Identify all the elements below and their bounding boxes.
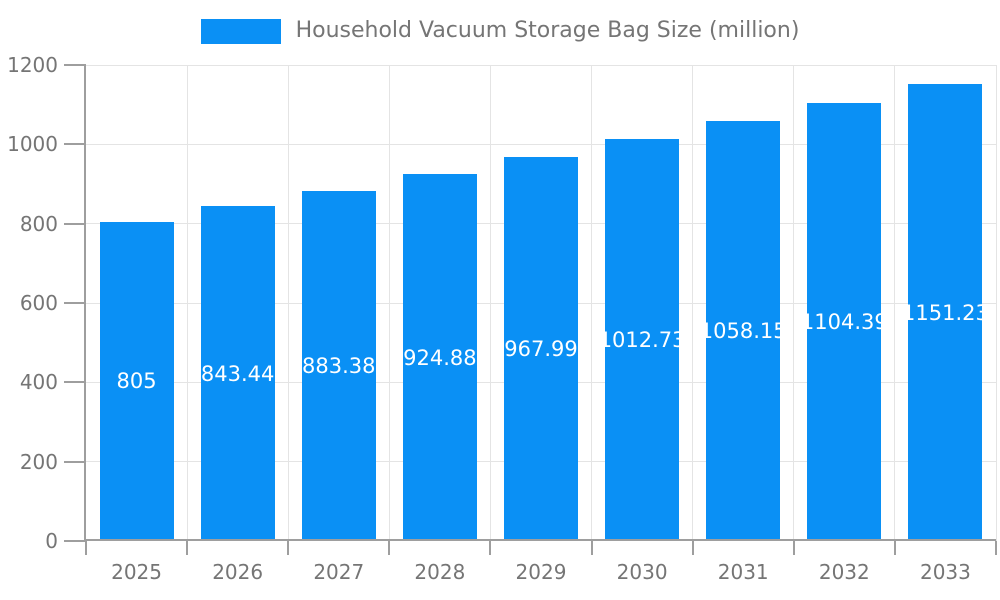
x-axis-tick xyxy=(489,541,492,555)
bar-2026[interactable]: 843.44 xyxy=(200,206,275,541)
y-axis-label: 800 xyxy=(19,211,58,236)
x-axis-label-2033: 2033 xyxy=(919,560,971,584)
bar-value-label: 1151.23 xyxy=(908,300,983,325)
x-axis-label-2030: 2030 xyxy=(616,560,668,584)
y-axis-tick xyxy=(64,540,86,542)
bar-value-label: 883.38 xyxy=(302,353,376,378)
y-axis-tick xyxy=(64,143,86,146)
y-axis-tick xyxy=(64,64,86,66)
bar-2028[interactable]: 924.88 xyxy=(402,174,477,541)
y-axis-label: 600 xyxy=(19,291,58,315)
bar-2029[interactable]: 967.99 xyxy=(504,157,578,541)
y-axis-tick xyxy=(64,302,86,304)
legend-swatch-icon xyxy=(200,18,281,44)
gridline-horizontal xyxy=(86,143,996,145)
x-axis-label-2026: 2026 xyxy=(212,560,264,584)
legend-label: Household Vacuum Storage Bag Size (milli… xyxy=(295,18,800,43)
x-axis-label-2028: 2028 xyxy=(414,560,466,584)
bar-value-label: 924.88 xyxy=(403,345,477,370)
x-axis-line xyxy=(84,539,996,541)
gridline-vertical xyxy=(591,65,593,541)
x-axis-tick xyxy=(995,541,997,555)
y-axis-label: 400 xyxy=(19,370,58,395)
x-axis-tick xyxy=(287,541,290,555)
legend-item[interactable]: Household Vacuum Storage Bag Size (milli… xyxy=(200,17,800,45)
bar-value-label: 967.99 xyxy=(504,337,578,361)
bar-value-label: 1058.15 xyxy=(706,319,781,344)
x-axis-tick xyxy=(590,541,593,555)
gridline-vertical xyxy=(894,65,896,541)
bar-2025[interactable]: 805 xyxy=(99,221,174,541)
gridline-vertical xyxy=(692,65,694,541)
legend: Household Vacuum Storage Bag Size (milli… xyxy=(0,17,1000,45)
x-axis-label-2029: 2029 xyxy=(515,560,567,584)
x-axis-label-2025: 2025 xyxy=(111,560,162,584)
y-axis-label: 200 xyxy=(19,449,58,474)
x-axis-tick xyxy=(792,541,795,555)
gridline-vertical xyxy=(287,65,289,541)
x-axis-tick xyxy=(893,541,896,555)
x-axis-tick xyxy=(186,541,189,555)
gridline-vertical xyxy=(186,65,188,541)
bar-2027[interactable]: 883.38 xyxy=(301,190,376,541)
x-axis-label-2027: 2027 xyxy=(313,560,365,584)
y-axis-tick xyxy=(64,381,86,384)
bar-2032[interactable]: 1104.39 xyxy=(807,102,882,541)
x-axis-label-2031: 2031 xyxy=(717,560,769,584)
y-axis-tick xyxy=(64,222,86,225)
gridline-vertical xyxy=(995,65,997,541)
bar-2031[interactable]: 1058.15 xyxy=(706,121,781,541)
gridline-horizontal xyxy=(86,64,996,66)
bar-2033[interactable]: 1151.23 xyxy=(908,84,983,541)
x-axis-label-2032: 2032 xyxy=(818,560,870,584)
bar-value-label: 1104.39 xyxy=(807,309,882,334)
gridline-vertical xyxy=(793,65,795,541)
bar-value-label: 805 xyxy=(116,369,157,394)
y-axis-label: 1000 xyxy=(7,132,58,157)
bar-value-label: 1012.73 xyxy=(605,328,680,353)
gridline-vertical xyxy=(489,65,491,541)
gridline-vertical xyxy=(388,65,390,541)
y-axis-label: 1200 xyxy=(7,53,58,77)
bar-value-label: 843.44 xyxy=(200,361,275,386)
x-axis-tick xyxy=(388,541,391,555)
bar-2030[interactable]: 1012.73 xyxy=(605,139,680,541)
y-axis-label: 0 xyxy=(45,529,58,553)
x-axis-tick xyxy=(691,541,694,555)
y-axis-tick xyxy=(64,460,86,463)
x-axis-tick xyxy=(85,541,87,555)
y-axis-line xyxy=(84,65,86,541)
